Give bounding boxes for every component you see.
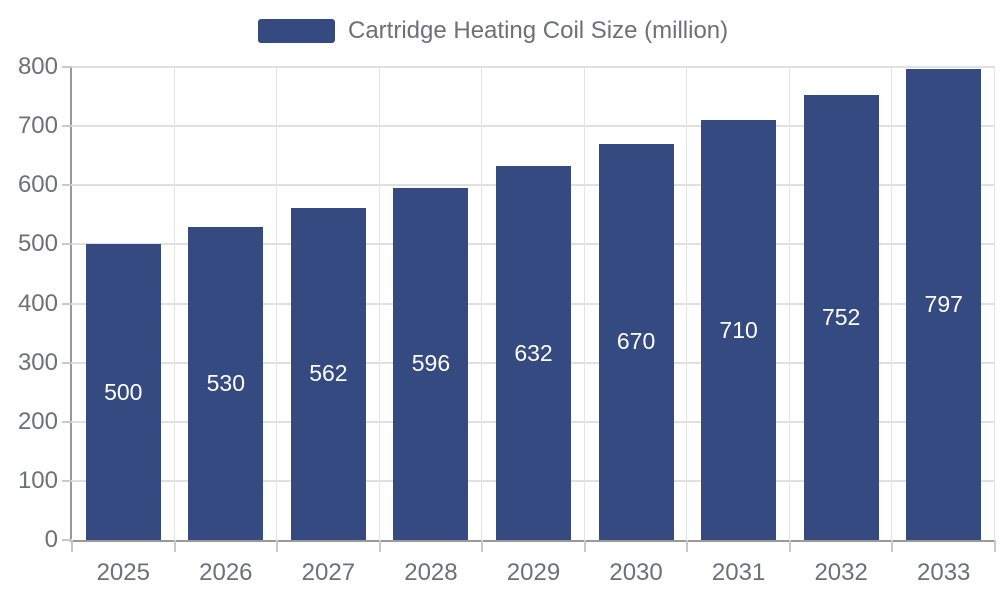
x-tick-label: 2026 [199, 559, 253, 586]
y-tick-label: 800 [17, 53, 58, 80]
x-tick [276, 540, 279, 552]
h-gridline [72, 125, 995, 128]
x-tick [891, 540, 894, 552]
bar-value-label: 500 [104, 378, 143, 405]
x-tick-label: 2029 [506, 559, 561, 586]
legend-label: Cartridge Heating Coil Size (million) [348, 17, 729, 44]
x-tick-label: 2025 [96, 559, 150, 586]
y-tick [62, 243, 72, 246]
x-tick-label: 2027 [301, 559, 356, 586]
y-tick [62, 302, 72, 305]
y-tick [62, 125, 72, 128]
x-tick-label: 2028 [404, 559, 458, 586]
h-gridline [72, 66, 995, 68]
y-tick [62, 66, 72, 68]
bar-value-label: 670 [616, 328, 656, 355]
v-gridline [686, 67, 688, 540]
x-tick-label: 2030 [609, 559, 663, 586]
bar-2026[interactable]: 530 [188, 226, 264, 540]
v-gridline [276, 67, 278, 540]
x-tick [378, 540, 381, 552]
y-tick-label: 600 [17, 171, 58, 199]
y-tick [62, 539, 72, 541]
y-tick [62, 479, 72, 482]
bar-value-label: 596 [411, 350, 451, 377]
x-tick-label: 2033 [917, 559, 971, 586]
x-tick-label: 2031 [711, 559, 766, 586]
bar-value-label: 797 [924, 290, 963, 317]
bar-2027[interactable]: 562 [290, 207, 366, 540]
bar-value-label: 530 [206, 369, 246, 396]
legend-item[interactable]: Cartridge Heating Coil Size (million) [258, 17, 728, 45]
x-tick [686, 540, 689, 552]
y-tick-label: 200 [17, 407, 58, 435]
v-gridline [173, 67, 175, 540]
v-gridline [891, 67, 893, 540]
x-tick [583, 540, 586, 552]
bar-2033[interactable]: 797 [906, 68, 982, 540]
v-gridline [378, 67, 380, 540]
plot-area: 500 530 562 596 632 670 710 752 797 [70, 66, 995, 542]
y-tick [62, 420, 72, 423]
bar-2029[interactable]: 632 [496, 166, 571, 540]
v-gridline [994, 67, 995, 540]
y-tick-label: 300 [17, 348, 58, 376]
bar-value-label: 632 [514, 339, 553, 366]
v-gridline [788, 67, 790, 540]
y-tick-label: 0 [44, 526, 58, 553]
v-gridline [583, 67, 585, 540]
y-tick-label: 500 [17, 230, 58, 258]
y-tick-label: 100 [17, 466, 58, 494]
y-tick-label: 400 [17, 289, 58, 317]
x-tick [71, 540, 73, 552]
x-tick [173, 540, 176, 552]
y-tick [62, 184, 72, 187]
x-tick [994, 540, 996, 552]
x-tick-label: 2032 [814, 559, 868, 586]
bar-value-label: 710 [719, 316, 758, 343]
bar-2028[interactable]: 596 [393, 187, 469, 540]
x-tick [481, 540, 484, 552]
x-axis-line [70, 540, 995, 542]
y-tick [62, 361, 72, 364]
bar-value-label: 562 [309, 360, 348, 387]
bar-2031[interactable]: 710 [701, 120, 777, 540]
v-gridline [481, 67, 483, 540]
bar-2032[interactable]: 752 [803, 95, 879, 540]
bar-value-label: 752 [821, 304, 861, 331]
legend-swatch [258, 19, 335, 43]
x-tick [788, 540, 791, 552]
bar-2025[interactable]: 500 [85, 244, 161, 540]
bar-2030[interactable]: 670 [598, 143, 674, 540]
y-tick-label: 700 [17, 112, 58, 140]
